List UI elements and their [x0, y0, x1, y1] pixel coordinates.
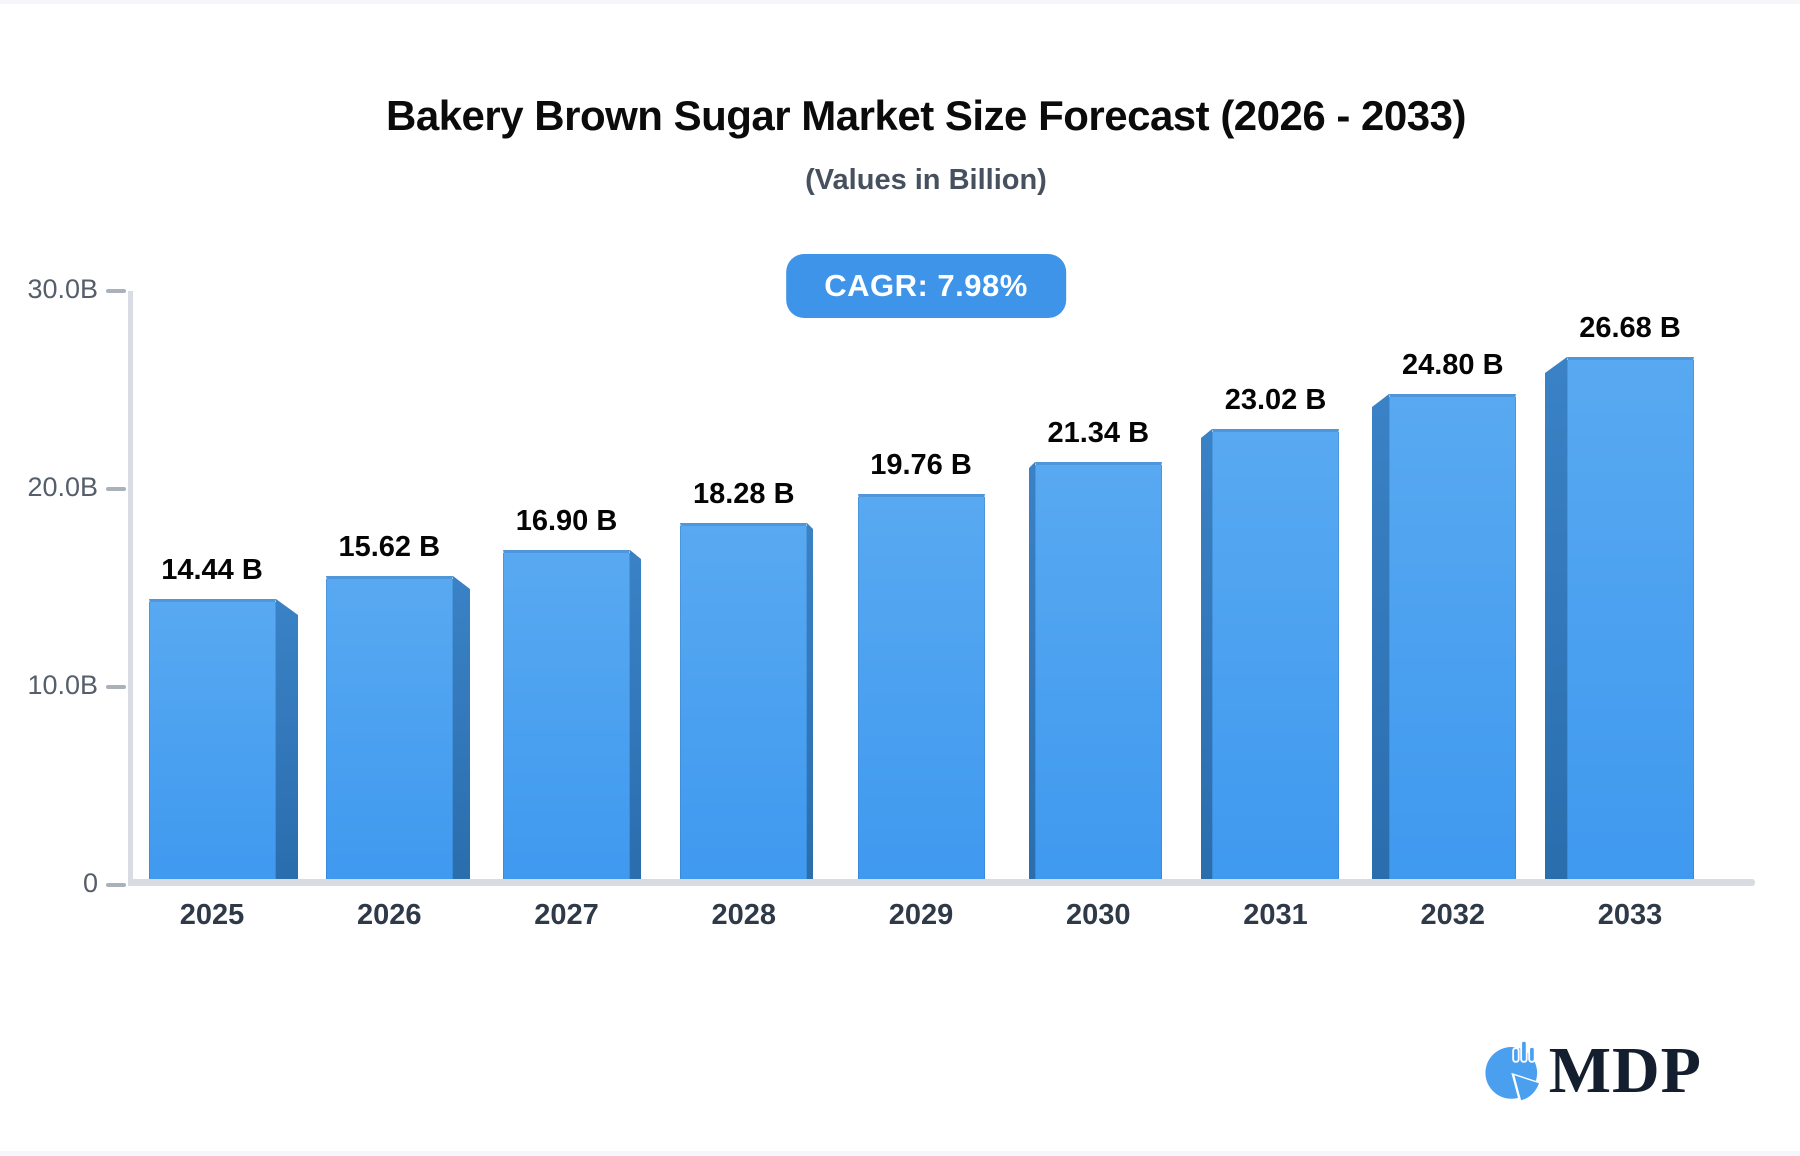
page-bottom-border [0, 1151, 1800, 1156]
y-tick-dash [106, 883, 126, 887]
bar-2030 [1035, 462, 1162, 885]
bar-value-label-2027: 16.90 B [515, 505, 618, 537]
bar-2026 [326, 576, 453, 885]
bar-side-2032 [1372, 394, 1389, 885]
bar-side-2025 [276, 599, 298, 885]
bar-2025 [149, 599, 276, 885]
x-tick-label-2031: 2031 [1243, 899, 1308, 931]
x-baseline [128, 879, 1755, 886]
bar-value-label-2026: 15.62 B [338, 531, 441, 563]
y-axis-line [128, 291, 133, 885]
y-tick-label-30.0B: 30.0B [27, 274, 98, 304]
bar-side-2033 [1545, 357, 1567, 885]
bar-side-2031 [1201, 429, 1212, 885]
bar-value-label-2033: 26.68 B [1579, 312, 1681, 344]
bar-2029 [858, 494, 985, 885]
bar-2033 [1567, 357, 1694, 885]
y-tick-label-20.0B: 20.0B [27, 472, 98, 502]
bar-value-label-2025: 14.44 B [161, 554, 263, 586]
x-tick-label-2029: 2029 [888, 899, 954, 931]
mdp-logo: MDP [1483, 1038, 1702, 1104]
logo-text: MDP [1548, 1034, 1702, 1107]
y-tick-dash [106, 289, 126, 293]
y-tick-dash [106, 685, 126, 689]
x-tick-label-2030: 2030 [1065, 899, 1131, 931]
x-tick-label-2028: 2028 [711, 899, 776, 931]
bar-2027 [503, 550, 630, 885]
y-tick-dash [106, 487, 126, 491]
x-tick-label-2033: 2033 [1597, 899, 1663, 931]
bar-2031 [1212, 429, 1339, 885]
chart-subtitle: (Values in Billion) [805, 164, 1047, 196]
bar-2032 [1389, 394, 1516, 885]
x-tick-label-2025: 2025 [179, 899, 245, 931]
x-tick-label-2026: 2026 [356, 899, 422, 931]
y-tick-label-10.0B: 10.0B [27, 670, 98, 700]
cagr-badge: CAGR: 7.98% [786, 254, 1066, 318]
x-tick-label-2032: 2032 [1420, 899, 1485, 931]
bar-side-2027 [630, 550, 641, 885]
bar-side-2030 [1029, 462, 1035, 885]
bar-2028 [680, 523, 807, 885]
chart-title: Bakery Brown Sugar Market Size Forecast … [386, 92, 1466, 139]
bar-side-2028 [807, 523, 813, 885]
bar-value-label-2029: 19.76 B [870, 449, 972, 481]
bar-value-label-2028: 18.28 B [692, 478, 795, 510]
page-top-border [0, 0, 1800, 4]
bar-value-label-2031: 23.02 B [1224, 384, 1327, 416]
pie-chart-icon [1485, 1039, 1539, 1101]
bar-side-2026 [453, 576, 470, 885]
x-tick-label-2027: 2027 [534, 899, 599, 931]
bar-value-label-2032: 24.80 B [1401, 349, 1504, 381]
bar-value-label-2030: 21.34 B [1047, 417, 1150, 449]
y-tick-label-0: 0 [82, 868, 98, 898]
